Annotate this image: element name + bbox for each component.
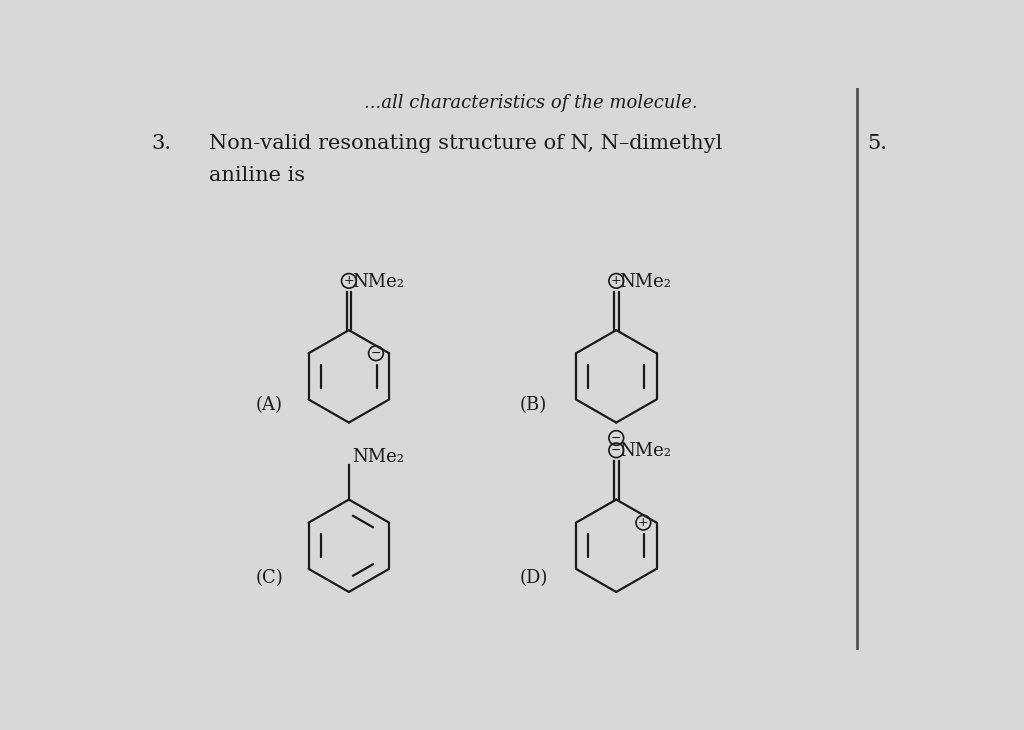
Text: (A): (A)	[256, 396, 283, 414]
Text: (B): (B)	[519, 396, 547, 414]
Text: NMe₂: NMe₂	[620, 442, 672, 460]
Text: 5.: 5.	[867, 134, 888, 153]
Text: +: +	[611, 274, 622, 288]
Text: 3.: 3.	[152, 134, 171, 153]
Text: −: −	[371, 347, 381, 360]
Text: (D): (D)	[519, 569, 548, 587]
Text: +: +	[344, 274, 354, 288]
Text: NMe₂: NMe₂	[352, 272, 404, 291]
Text: aniline is: aniline is	[209, 166, 305, 185]
Text: +: +	[638, 516, 648, 529]
Text: NMe₂: NMe₂	[620, 272, 672, 291]
Text: −: −	[611, 431, 622, 445]
Text: Non-valid resonating structure of N, N–dimethyl: Non-valid resonating structure of N, N–d…	[209, 134, 723, 153]
Text: NMe₂: NMe₂	[352, 448, 404, 466]
Text: −: −	[611, 444, 622, 457]
Text: (C): (C)	[256, 569, 284, 587]
Text: ...all characteristics of the molecule.: ...all characteristics of the molecule.	[365, 93, 697, 112]
